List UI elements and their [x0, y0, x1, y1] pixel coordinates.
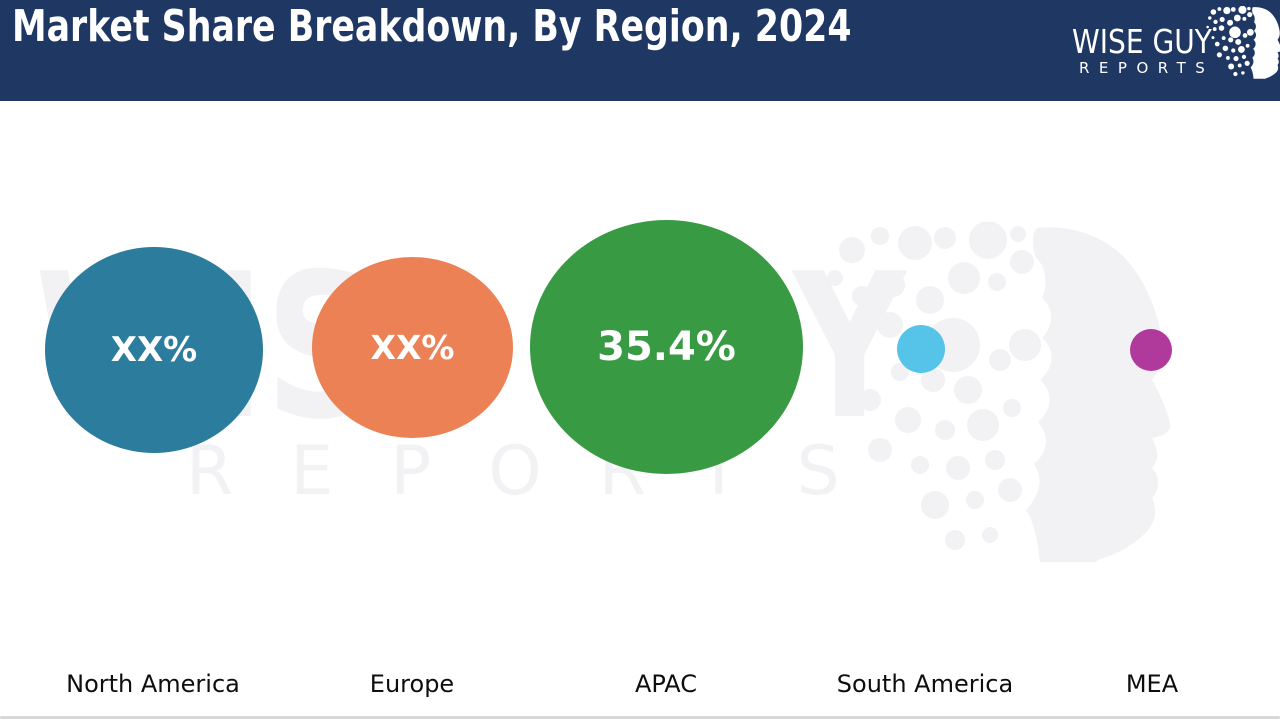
- bubble-value-label: XX%: [110, 330, 198, 370]
- category-label-south-america: South America: [836, 670, 1014, 698]
- category-label-apac: APAC: [634, 670, 698, 698]
- bubble-europe: XX%: [312, 257, 513, 438]
- watermark-head-icon: [819, 222, 1171, 562]
- brand-wordmark: WISE GUY: [1072, 22, 1212, 61]
- category-label-europe: Europe: [369, 670, 455, 698]
- category-label-mea: MEA: [1125, 670, 1179, 698]
- watermark-subtext: REPORTS: [186, 432, 897, 511]
- brand-subtext: REPORTS: [1079, 59, 1215, 77]
- bubble-south-america: [897, 325, 945, 373]
- bubble-value-label: 35.4%: [597, 324, 736, 370]
- category-label-north-america: North America: [66, 670, 240, 698]
- header-bar: Market Share Breakdown, By Region, 2024 …: [0, 0, 1280, 101]
- brand-head-icon: [1206, 6, 1280, 79]
- bubble-mea: [1130, 329, 1172, 371]
- bubble-apac: 35.4%: [530, 220, 803, 474]
- bubble-value-label: XX%: [370, 328, 455, 367]
- baseline-divider: [0, 716, 1280, 719]
- page-title: Market Share Breakdown, By Region, 2024: [12, 1, 852, 52]
- bubble-north-america: XX%: [45, 247, 263, 453]
